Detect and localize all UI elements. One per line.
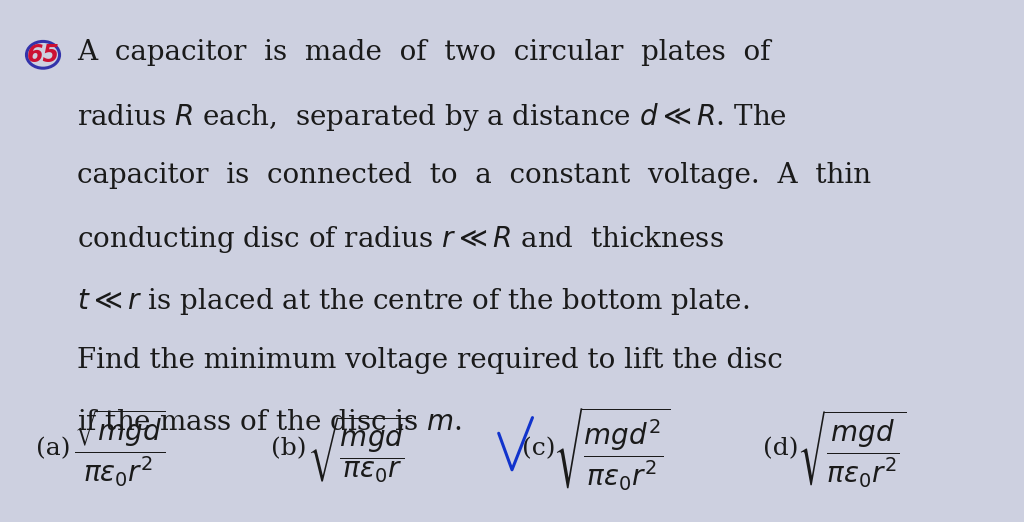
Text: (b): (b) xyxy=(271,437,307,460)
Text: (a): (a) xyxy=(36,437,71,460)
Text: $t \ll r$ is placed at the centre of the bottom plate.: $t \ll r$ is placed at the centre of the… xyxy=(77,286,750,316)
Text: $\sqrt{\dfrac{mgd}{\pi\varepsilon_0 r}}$: $\sqrt{\dfrac{mgd}{\pi\varepsilon_0 r}}$ xyxy=(307,414,412,484)
Text: conducting disc of radius $r \ll R$ and  thickness: conducting disc of radius $r \ll R$ and … xyxy=(77,224,724,255)
Text: 65: 65 xyxy=(27,43,59,67)
Text: (d): (d) xyxy=(763,437,799,460)
Text: A  capacitor  is  made  of  two  circular  plates  of: A capacitor is made of two circular plat… xyxy=(77,39,770,66)
Text: radius $R$ each,  separated by a distance $d \ll R$. The: radius $R$ each, separated by a distance… xyxy=(77,101,786,133)
Text: Find the minimum voltage required to lift the disc: Find the minimum voltage required to lif… xyxy=(77,347,782,374)
Text: $\sqrt{\dfrac{mgd}{\pi\varepsilon_0 r^2}}$: $\sqrt{\dfrac{mgd}{\pi\varepsilon_0 r^2}… xyxy=(797,408,906,490)
Text: $\dfrac{\sqrt{mgd}}{\pi\varepsilon_0 r^2}$: $\dfrac{\sqrt{mgd}}{\pi\varepsilon_0 r^2… xyxy=(74,408,165,490)
Text: if the mass of the disc is $m$.: if the mass of the disc is $m$. xyxy=(77,409,462,436)
Text: $\sqrt{\dfrac{mgd^2}{\pi\varepsilon_0 r^2}}$: $\sqrt{\dfrac{mgd^2}{\pi\varepsilon_0 r^… xyxy=(553,405,671,493)
Text: (c): (c) xyxy=(522,437,556,460)
Text: capacitor  is  connected  to  a  constant  voltage.  A  thin: capacitor is connected to a constant vol… xyxy=(77,162,871,189)
